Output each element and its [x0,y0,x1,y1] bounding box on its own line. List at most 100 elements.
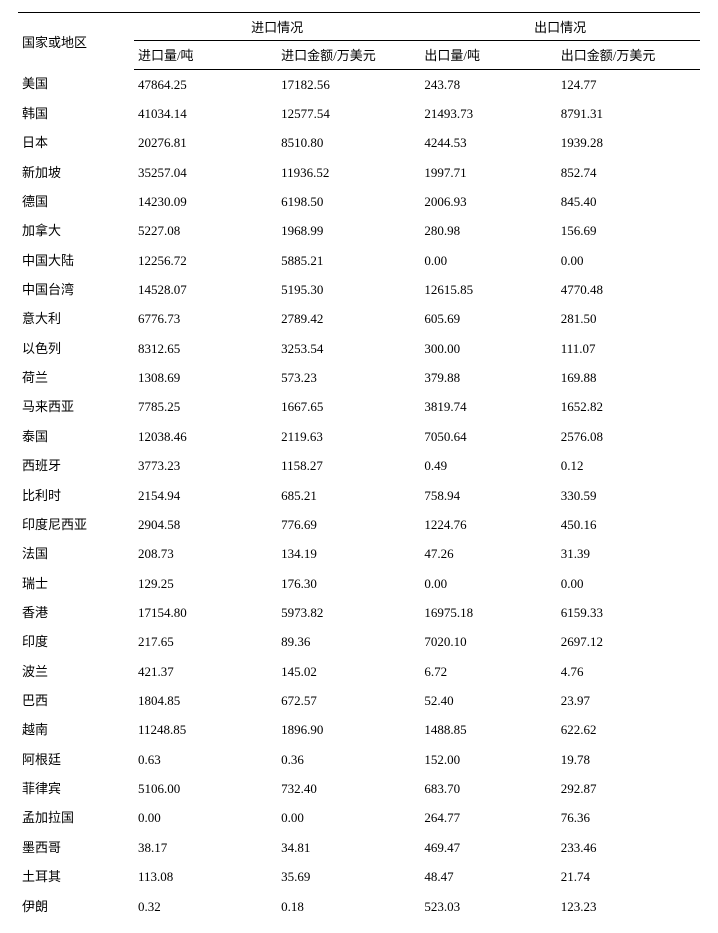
table-row: 瑞士129.25176.300.000.00 [18,569,700,598]
cell-import_qty: 41034.14 [134,99,277,128]
cell-import_val: 573.23 [277,364,420,393]
cell-export_qty: 523.03 [420,892,556,921]
table-row: 香港17154.805973.8216975.186159.33 [18,598,700,627]
cell-export_qty: 683.70 [420,775,556,804]
cell-import_val: 1158.27 [277,452,420,481]
cell-import_qty: 12256.72 [134,246,277,275]
cell-export_qty: 469.47 [420,833,556,862]
cell-export_qty: 243.78 [420,70,556,100]
cell-export_val: 0.00 [557,569,700,598]
cell-import_val: 776.69 [277,510,420,539]
cell-import_qty: 11248.85 [134,716,277,745]
table-row: 印度尼西亚2904.58776.691224.76450.16 [18,510,700,539]
cell-import_val: 672.57 [277,687,420,716]
cell-import_qty: 7785.25 [134,393,277,422]
cell-import_qty: 20276.81 [134,129,277,158]
cell-country: 墨西哥 [18,833,134,862]
cell-import_val: 5885.21 [277,246,420,275]
header-country: 国家或地区 [18,13,134,70]
cell-import_val: 2119.63 [277,422,420,451]
cell-export_qty: 0.00 [420,246,556,275]
cell-export_qty: 21493.73 [420,99,556,128]
cell-export_qty: 0.49 [420,452,556,481]
header-export-val: 出口金额/万美元 [557,41,700,70]
cell-export_qty: 758.94 [420,481,556,510]
cell-export_qty: 7020.10 [420,628,556,657]
cell-country: 新加坡 [18,158,134,187]
table-row: 新加坡35257.0411936.521997.71852.74 [18,158,700,187]
cell-export_qty: 300.00 [420,334,556,363]
cell-export_val: 21.74 [557,863,700,892]
cell-import_val: 732.40 [277,775,420,804]
cell-import_val: 5195.30 [277,276,420,305]
trade-data-table: 国家或地区 进口情况 出口情况 进口量/吨 进口金额/万美元 出口量/吨 出口金… [18,12,700,921]
cell-import_qty: 3773.23 [134,452,277,481]
header-export-group: 出口情况 [420,13,700,41]
cell-country: 巴西 [18,687,134,716]
cell-export_val: 76.36 [557,804,700,833]
cell-export_val: 4770.48 [557,276,700,305]
table-row: 马来西亚7785.251667.653819.741652.82 [18,393,700,422]
cell-country: 越南 [18,716,134,745]
cell-import_val: 89.36 [277,628,420,657]
cell-country: 法国 [18,540,134,569]
cell-country: 荷兰 [18,364,134,393]
cell-import_qty: 5106.00 [134,775,277,804]
cell-export_val: 330.59 [557,481,700,510]
cell-import_val: 5973.82 [277,598,420,627]
cell-import_qty: 1804.85 [134,687,277,716]
cell-import_val: 145.02 [277,657,420,686]
table-row: 日本20276.818510.804244.531939.28 [18,129,700,158]
cell-country: 日本 [18,129,134,158]
cell-import_qty: 35257.04 [134,158,277,187]
cell-country: 瑞士 [18,569,134,598]
cell-import_qty: 47864.25 [134,70,277,100]
cell-export_qty: 7050.64 [420,422,556,451]
cell-export_qty: 4244.53 [420,129,556,158]
cell-export_val: 19.78 [557,745,700,774]
table-row: 荷兰1308.69573.23379.88169.88 [18,364,700,393]
cell-export_qty: 3819.74 [420,393,556,422]
cell-export_val: 622.62 [557,716,700,745]
cell-export_val: 4.76 [557,657,700,686]
cell-import_qty: 14528.07 [134,276,277,305]
cell-export_val: 8791.31 [557,99,700,128]
cell-export_qty: 280.98 [420,217,556,246]
table-row: 波兰421.37145.026.724.76 [18,657,700,686]
table-row: 泰国12038.462119.637050.642576.08 [18,422,700,451]
cell-import_qty: 6776.73 [134,305,277,334]
cell-import_val: 1968.99 [277,217,420,246]
cell-export_val: 123.23 [557,892,700,921]
cell-import_val: 2789.42 [277,305,420,334]
cell-export_qty: 264.77 [420,804,556,833]
table-row: 比利时2154.94685.21758.94330.59 [18,481,700,510]
cell-export_val: 156.69 [557,217,700,246]
cell-country: 泰国 [18,422,134,451]
cell-export_qty: 52.40 [420,687,556,716]
cell-export_val: 2697.12 [557,628,700,657]
cell-import_val: 3253.54 [277,334,420,363]
cell-export_val: 124.77 [557,70,700,100]
cell-export_qty: 1997.71 [420,158,556,187]
cell-import_val: 134.19 [277,540,420,569]
cell-country: 伊朗 [18,892,134,921]
cell-import_val: 176.30 [277,569,420,598]
table-row: 法国208.73134.1947.2631.39 [18,540,700,569]
cell-export_val: 0.12 [557,452,700,481]
cell-export_val: 852.74 [557,158,700,187]
cell-import_qty: 12038.46 [134,422,277,451]
table-row: 越南11248.851896.901488.85622.62 [18,716,700,745]
cell-import_qty: 2904.58 [134,510,277,539]
header-import-val: 进口金额/万美元 [277,41,420,70]
table-row: 印度217.6589.367020.102697.12 [18,628,700,657]
cell-country: 波兰 [18,657,134,686]
table-row: 中国大陆12256.725885.210.000.00 [18,246,700,275]
cell-import_qty: 421.37 [134,657,277,686]
cell-export_qty: 1224.76 [420,510,556,539]
cell-country: 中国台湾 [18,276,134,305]
cell-country: 意大利 [18,305,134,334]
cell-import_qty: 38.17 [134,833,277,862]
cell-import_qty: 5227.08 [134,217,277,246]
cell-export_qty: 379.88 [420,364,556,393]
cell-export_val: 111.07 [557,334,700,363]
